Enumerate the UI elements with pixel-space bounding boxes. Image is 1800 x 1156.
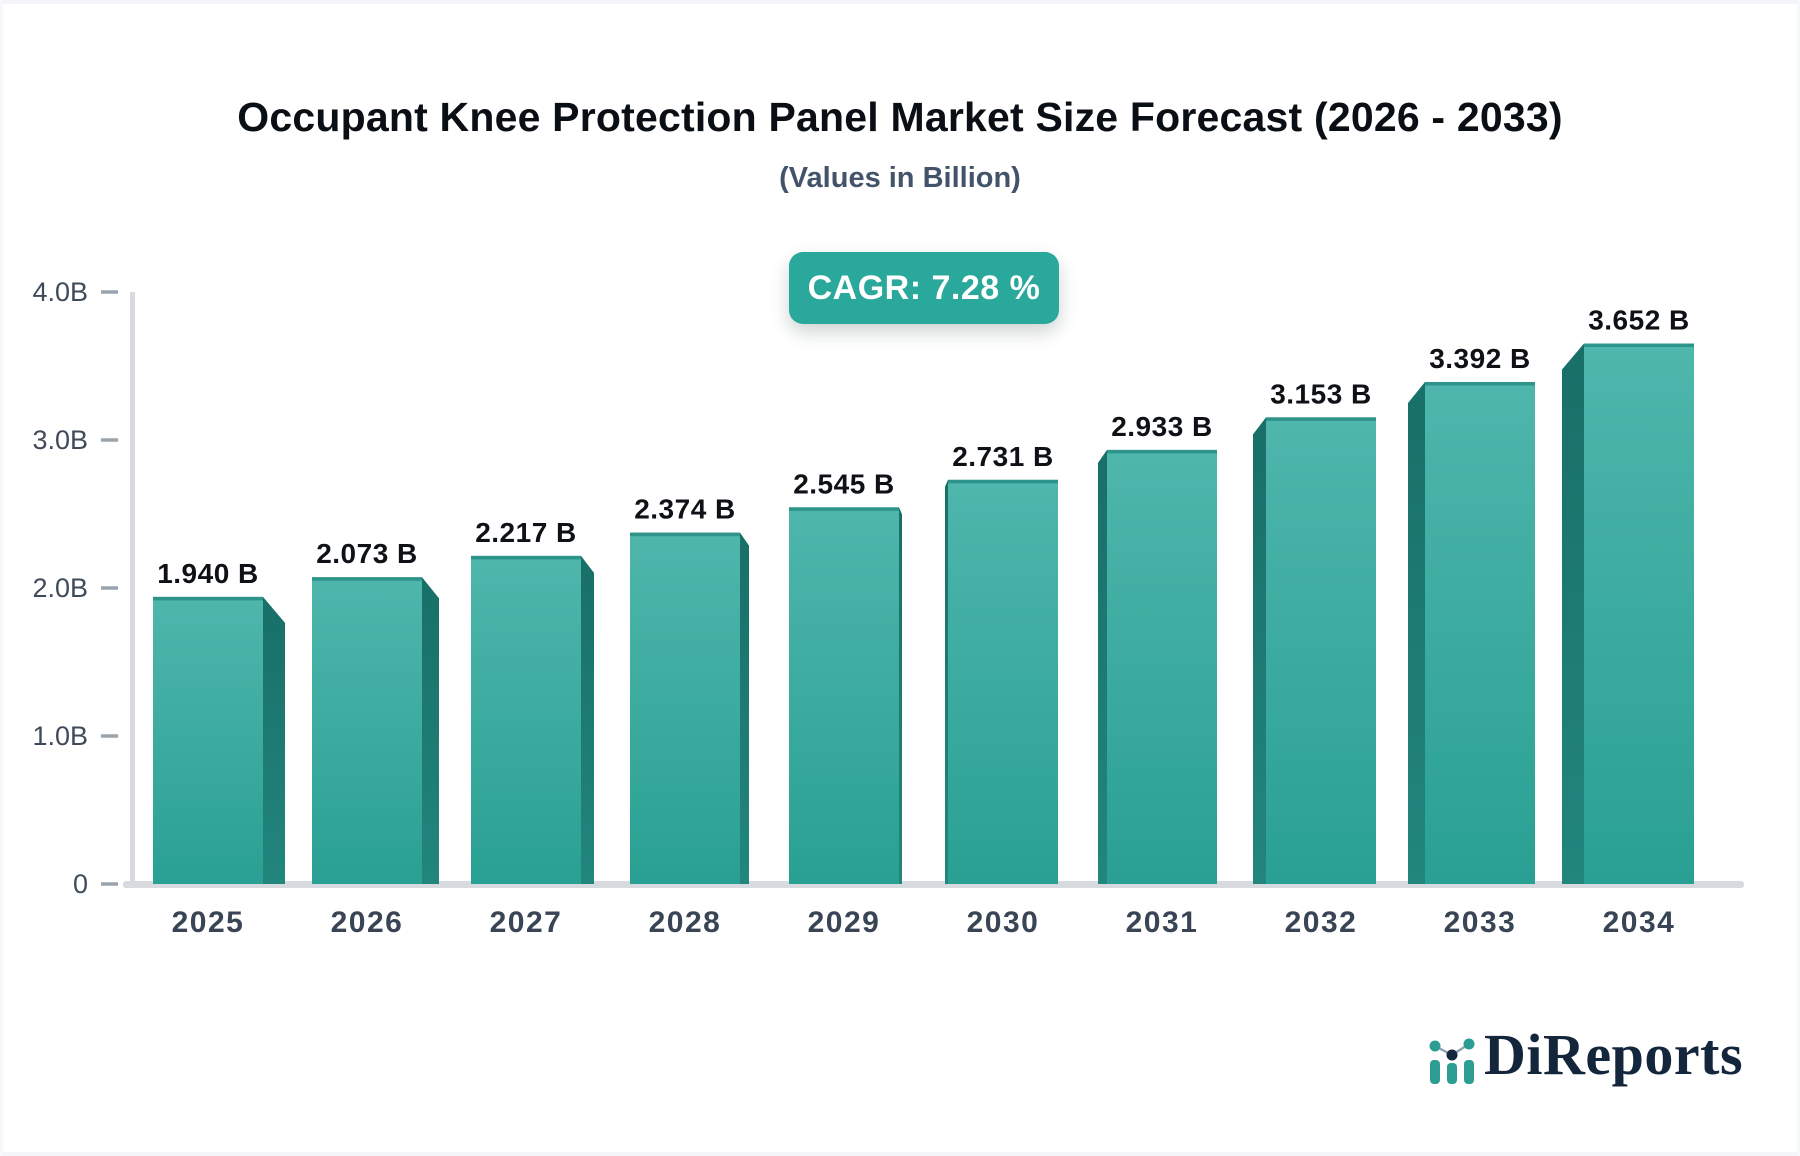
bar-2028: 2.374 B 2028 bbox=[630, 494, 749, 939]
bar-front-face bbox=[312, 577, 422, 884]
bar-front-face bbox=[471, 555, 581, 884]
x-axis-category-label: 2032 bbox=[1285, 906, 1358, 939]
logo-chart-icon bbox=[1429, 1038, 1475, 1084]
bar-value-label: 2.933 B bbox=[1111, 411, 1213, 442]
bar-front-face bbox=[789, 507, 899, 884]
x-axis-category-label: 2033 bbox=[1444, 906, 1517, 939]
bar-top-edge bbox=[1425, 381, 1535, 386]
bar-2033: 3.392 B 2033 bbox=[1408, 343, 1535, 939]
page-subtitle: (Values in Billion) bbox=[779, 162, 1021, 194]
bar-value-label: 1.940 B bbox=[157, 558, 259, 589]
bar-2027: 2.217 B 2027 bbox=[471, 517, 594, 939]
bar-side-face bbox=[945, 479, 948, 884]
bar-top-edge bbox=[1584, 343, 1694, 348]
top-border-line bbox=[0, 0, 1800, 4]
brand-logo: DiReports bbox=[1428, 1024, 1743, 1086]
bar-top-edge bbox=[1107, 449, 1217, 454]
bar-front-face bbox=[630, 532, 740, 884]
bar-top-edge bbox=[471, 555, 581, 560]
bar-top-edge bbox=[312, 577, 422, 581]
y-axis-label: 0 bbox=[73, 869, 88, 899]
right-border-line bbox=[1797, 0, 1800, 1156]
bar-side-face bbox=[1408, 381, 1425, 884]
bar-front-face bbox=[153, 596, 263, 884]
bar-front-face bbox=[1425, 381, 1535, 884]
bar-value-label: 2.217 B bbox=[475, 517, 577, 548]
bar-value-label: 2.374 B bbox=[634, 494, 736, 525]
bottom-border-line bbox=[0, 1152, 1800, 1156]
bar-2025: 1.940 B 2025 bbox=[153, 558, 285, 939]
bar-top-edge bbox=[153, 596, 263, 601]
x-axis-category-label: 2031 bbox=[1126, 906, 1199, 939]
y-axis-label: 1.0B bbox=[32, 721, 88, 751]
x-axis-category-label: 2034 bbox=[1603, 906, 1676, 939]
bar-value-label: 3.153 B bbox=[1270, 378, 1372, 409]
bar-side-face bbox=[1098, 449, 1107, 884]
brand-logo-text: DiReports bbox=[1484, 1022, 1744, 1087]
bar-2030: 2.731 B 2030 bbox=[945, 441, 1058, 939]
bar-2034: 3.652 B 2034 bbox=[1562, 305, 1694, 939]
bar-value-label: 3.392 B bbox=[1429, 343, 1531, 374]
y-axis-label: 3.0B bbox=[32, 425, 88, 455]
bar-side-face bbox=[422, 577, 439, 884]
y-axis-label: 2.0B bbox=[32, 573, 88, 603]
bar-top-edge bbox=[1266, 417, 1376, 421]
cagr-badge: CAGR: 7.28 % bbox=[789, 252, 1059, 324]
bar-side-face bbox=[1562, 343, 1584, 884]
bar-2032: 3.153 B 2032 bbox=[1253, 378, 1376, 939]
bar-side-face bbox=[581, 555, 594, 884]
bar-front-face bbox=[948, 479, 1058, 884]
bar-2031: 2.933 B 2031 bbox=[1098, 411, 1217, 939]
bar-value-label: 2.731 B bbox=[952, 441, 1054, 472]
bar-2026: 2.073 B 2026 bbox=[312, 538, 439, 939]
bar-2029: 2.545 B 2029 bbox=[789, 468, 902, 939]
bar-side-face bbox=[899, 507, 902, 884]
bar-top-edge bbox=[948, 479, 1058, 484]
x-axis-category-label: 2026 bbox=[331, 906, 404, 939]
x-axis-category-label: 2028 bbox=[649, 906, 722, 939]
bar-front-face bbox=[1107, 449, 1217, 884]
bar-side-face bbox=[1253, 417, 1266, 884]
bar-front-face bbox=[1584, 343, 1694, 884]
bar-top-edge bbox=[630, 532, 740, 537]
bar-value-label: 3.652 B bbox=[1588, 305, 1690, 336]
bar-top-edge bbox=[789, 507, 899, 511]
x-axis-category-label: 2030 bbox=[967, 906, 1040, 939]
bar-value-label: 2.545 B bbox=[793, 468, 895, 499]
bar-side-face bbox=[263, 596, 285, 884]
x-axis-category-label: 2027 bbox=[490, 906, 563, 939]
bar-side-face bbox=[740, 532, 749, 884]
page-title: Occupant Knee Protection Panel Market Si… bbox=[237, 94, 1563, 140]
x-axis-category-label: 2025 bbox=[172, 906, 245, 939]
bar-front-face bbox=[1266, 417, 1376, 884]
bar-value-label: 2.073 B bbox=[316, 538, 418, 569]
y-axis-line bbox=[130, 292, 135, 884]
x-axis-category-label: 2029 bbox=[808, 906, 881, 939]
y-axis-label: 4.0B bbox=[32, 277, 88, 307]
left-border-line bbox=[0, 0, 3, 1156]
